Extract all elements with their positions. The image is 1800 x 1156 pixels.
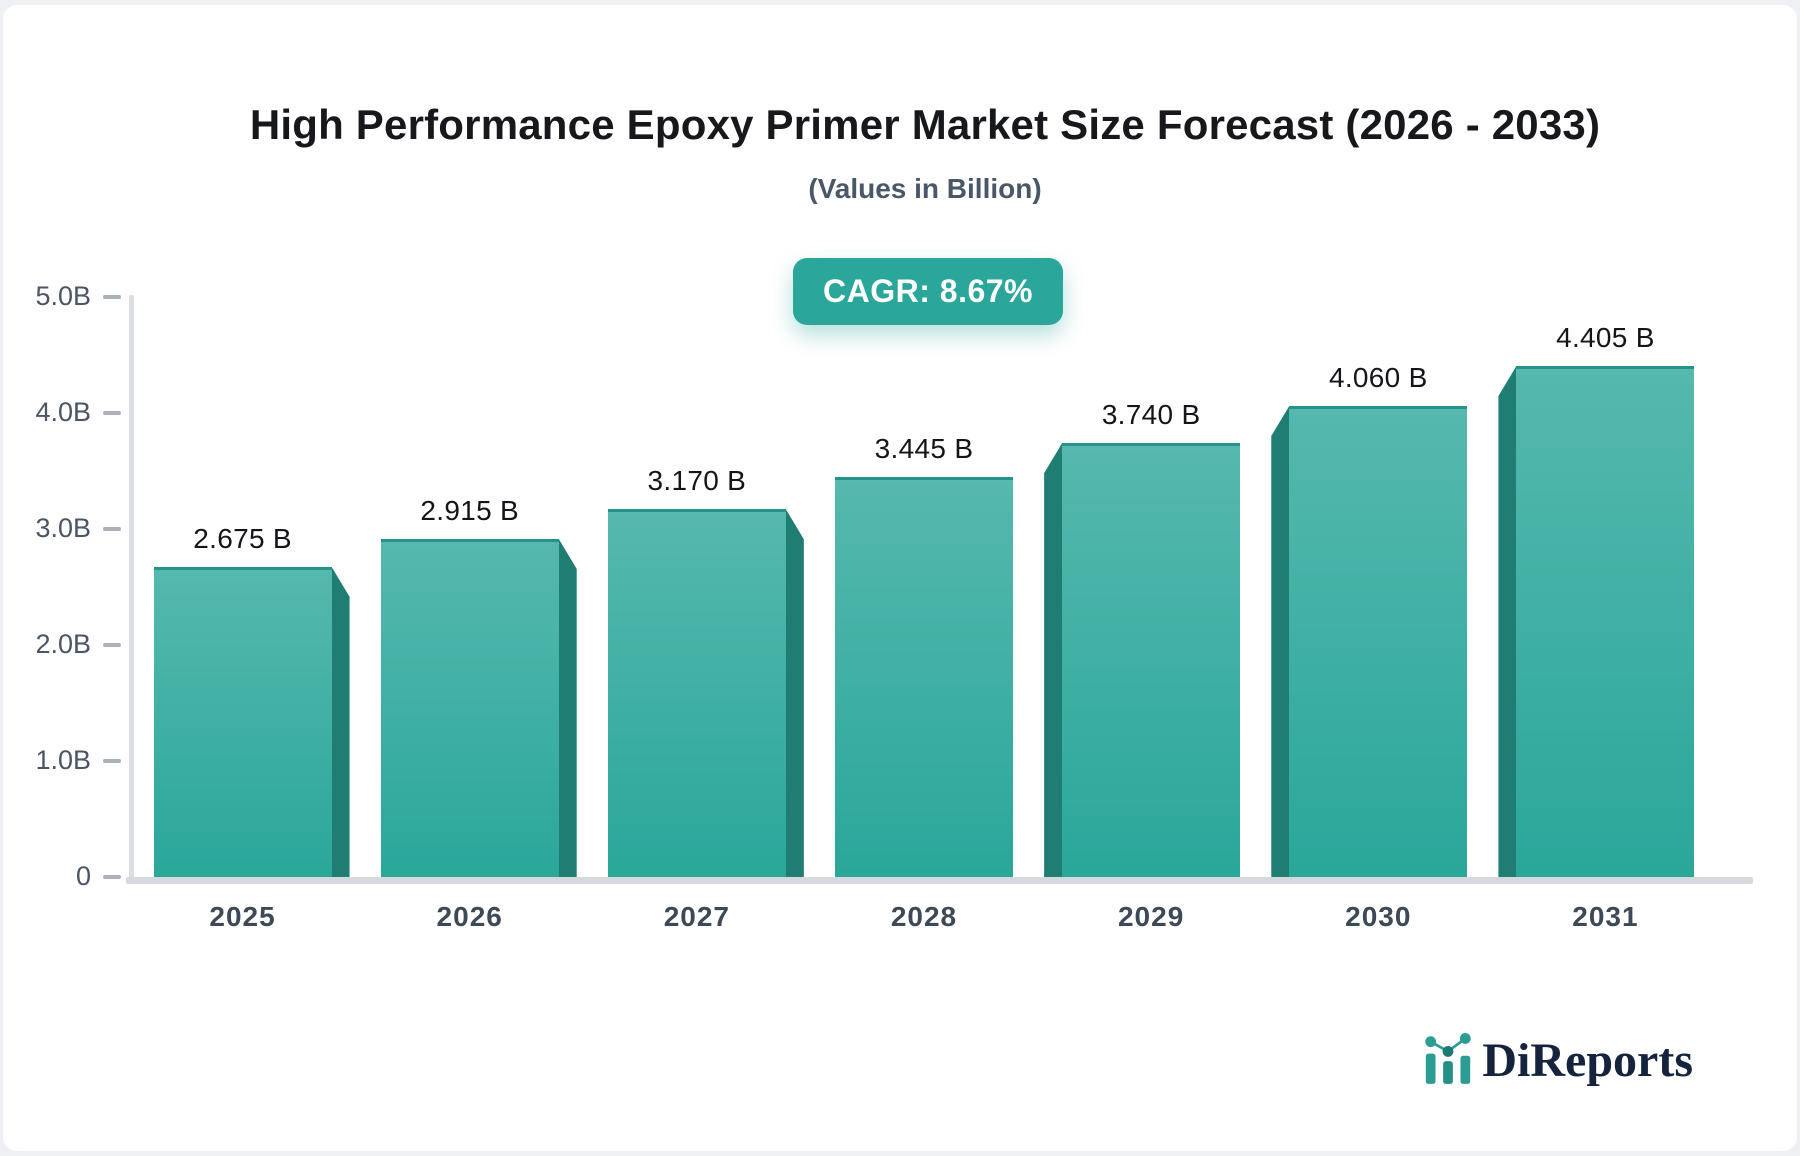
- y-tick-label: 2.0B: [35, 629, 91, 659]
- y-tick-label: 4.0B: [35, 397, 91, 427]
- x-axis-year-label: 2029: [1117, 901, 1185, 932]
- x-axis-year-label: 2025: [209, 901, 276, 932]
- bar-front-face: [380, 538, 559, 877]
- y-tick-label: 3.0B: [35, 513, 91, 543]
- bar-front-face: [1289, 406, 1468, 877]
- bar-front-face: [834, 477, 1013, 877]
- bar-column: 2.675 B 2025: [129, 297, 356, 932]
- y-tick-label: 0: [75, 861, 91, 891]
- bar-side-face: [558, 538, 577, 877]
- bar-value-label: 3.170 B: [647, 465, 747, 497]
- bar-value-label: 2.675 B: [193, 522, 292, 554]
- bar-value-label: 3.740 B: [1101, 399, 1201, 431]
- bar-side-face: [1271, 406, 1290, 877]
- x-axis-line: [126, 877, 1753, 884]
- bar-front-face: [607, 509, 786, 877]
- bar-chart: 5.0B 4.0B 3.0B 2.0B 1.0B 0 2.675 B 2025 2.915 B…: [3, 5, 1797, 1151]
- y-tick-dash: [103, 643, 121, 647]
- page-subtitle: (Values in Billion): [808, 173, 1042, 204]
- x-axis-year-label: 2031: [1572, 901, 1639, 932]
- y-axis-line: [129, 295, 134, 884]
- page-title: High Performance Epoxy Primer Market Siz…: [249, 101, 1601, 148]
- bar-column: 3.170 B 2027: [583, 297, 810, 932]
- bar-value-label: 4.060 B: [1328, 362, 1428, 394]
- x-axis-year-label: 2028: [890, 901, 958, 932]
- bars-area: 2.675 B 2025 2.915 B 2026 3.170 B 2027 3.445 B…: [129, 297, 1719, 932]
- bar-side-face: [331, 566, 350, 877]
- bar-side-face: [1044, 443, 1063, 877]
- bar-column: 3.740 B 2029: [1038, 297, 1265, 932]
- brand-name: DiReports: [1482, 1034, 1693, 1087]
- bar: [834, 477, 1013, 877]
- y-tick-dash: [103, 295, 121, 299]
- bar-column: 4.405 B 2031: [1492, 297, 1719, 932]
- y-axis: 5.0B 4.0B 3.0B 2.0B 1.0B 0: [3, 281, 129, 891]
- bar: [380, 538, 577, 877]
- bar-side-face: [785, 509, 804, 877]
- bar: [1271, 406, 1468, 877]
- bar-side-face: [1498, 366, 1517, 877]
- bar: [153, 566, 350, 877]
- bar-front-face: [1062, 443, 1241, 877]
- y-tick-label: 5.0B: [35, 281, 91, 311]
- y-tick-dash: [103, 527, 121, 531]
- x-axis-year-label: 2027: [663, 901, 730, 932]
- y-tick-label: 1.0B: [35, 745, 91, 775]
- x-axis-year-label: 2030: [1345, 901, 1412, 932]
- bar-value-label: 2.915 B: [420, 494, 520, 526]
- bar-column: 4.060 B 2030: [1265, 297, 1492, 932]
- bar: [1498, 366, 1695, 877]
- mini-bar-chart-icon: [1425, 1033, 1472, 1084]
- bar-column: 3.445 B 2028: [810, 297, 1037, 932]
- y-tick-dash: [103, 875, 121, 879]
- bar-column: 2.915 B 2026: [356, 297, 583, 932]
- cagr-badge: CAGR: 8.67%: [793, 258, 1063, 325]
- brand-logo: DiReports: [1424, 1033, 1693, 1085]
- bar: [1044, 443, 1241, 877]
- bar-front-face: [1516, 366, 1695, 877]
- bar-front-face: [153, 566, 332, 877]
- bar-value-label: 3.445 B: [874, 433, 974, 465]
- y-tick-dash: [103, 759, 121, 763]
- bar-value-label: 4.405 B: [1556, 322, 1655, 354]
- chart-card: High Performance Epoxy Primer Market Siz…: [3, 5, 1797, 1151]
- x-axis-year-label: 2026: [436, 901, 503, 932]
- bar: [607, 509, 804, 877]
- y-tick-dash: [103, 411, 121, 415]
